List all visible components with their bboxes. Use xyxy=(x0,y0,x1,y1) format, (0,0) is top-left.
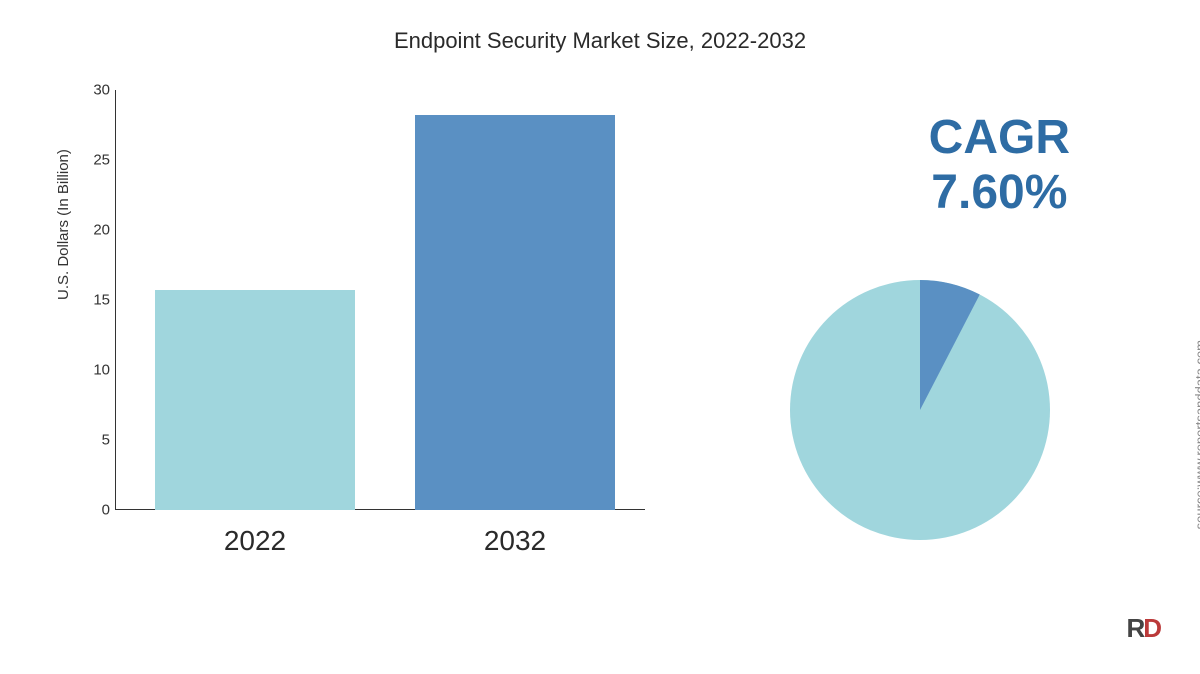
pie-svg xyxy=(790,280,1050,540)
x-label-2032: 2032 xyxy=(415,525,615,557)
cagr-callout: CAGR 7.60% xyxy=(929,110,1070,220)
y-axis-label: U.S. Dollars (In Billion) xyxy=(55,149,72,300)
x-label-2022: 2022 xyxy=(155,525,355,557)
cagr-pie xyxy=(790,280,1050,540)
y-tick: 25 xyxy=(85,152,110,169)
y-tick: 15 xyxy=(85,292,110,309)
y-tick: 10 xyxy=(85,362,110,379)
cagr-value: 7.60% xyxy=(929,165,1070,220)
source-attribution: source:www.reportsanddata.com xyxy=(1192,340,1200,529)
y-tick: 20 xyxy=(85,222,110,239)
logo-r: R xyxy=(1126,613,1143,643)
chart-title: Endpoint Security Market Size, 2022-2032 xyxy=(0,28,1200,54)
y-tick: 30 xyxy=(85,82,110,99)
logo-d: D xyxy=(1143,613,1160,643)
bar-2022 xyxy=(155,290,355,510)
y-tick: 0 xyxy=(85,502,110,519)
y-tick: 5 xyxy=(85,432,110,449)
brand-logo: RD xyxy=(1126,613,1160,644)
bar-2032 xyxy=(415,115,615,510)
cagr-label: CAGR xyxy=(929,110,1070,165)
